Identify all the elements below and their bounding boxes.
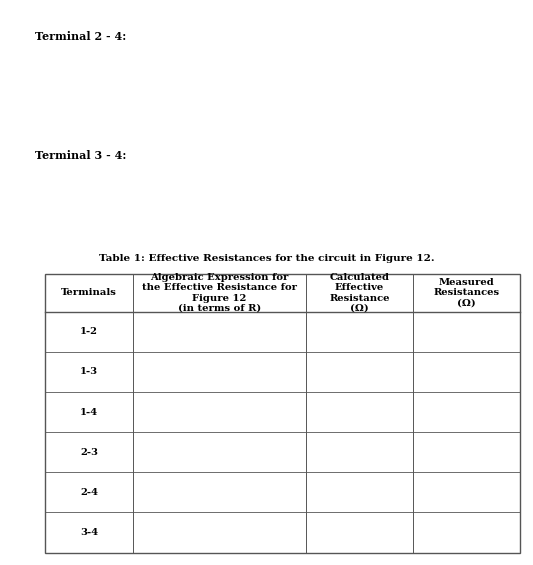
Text: 1-4: 1-4: [80, 407, 98, 416]
Bar: [45, 274, 520, 553]
Text: 2-3: 2-3: [80, 447, 98, 457]
Text: Calculated
Effective
Resistance
(Ω): Calculated Effective Resistance (Ω): [329, 273, 390, 313]
Text: Terminals: Terminals: [61, 288, 117, 297]
Text: 1-2: 1-2: [80, 327, 98, 336]
Text: 2-4: 2-4: [80, 488, 98, 497]
Text: Terminal 3 - 4:: Terminal 3 - 4:: [35, 150, 126, 160]
Text: 3-4: 3-4: [80, 528, 98, 537]
Text: Measured
Resistances
(Ω): Measured Resistances (Ω): [433, 278, 499, 308]
Text: Terminal 2 - 4:: Terminal 2 - 4:: [35, 31, 126, 42]
Text: Table 1: Effective Resistances for the circuit in Figure 12.: Table 1: Effective Resistances for the c…: [99, 254, 434, 263]
Text: Algebraic Expression for
the Effective Resistance for
Figure 12
(in terms of R): Algebraic Expression for the Effective R…: [142, 273, 297, 313]
Text: 1-3: 1-3: [80, 367, 98, 376]
